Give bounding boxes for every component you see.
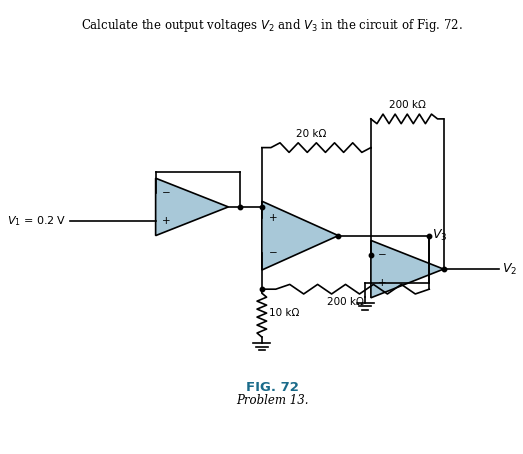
Text: −: − (162, 188, 171, 197)
Text: FIG. 72: FIG. 72 (246, 381, 299, 395)
Text: +: + (162, 216, 171, 226)
Text: +: + (268, 213, 277, 223)
Text: Problem 13.: Problem 13. (236, 394, 309, 407)
Text: 20 kΩ: 20 kΩ (297, 129, 327, 139)
Text: −: − (378, 250, 386, 260)
Polygon shape (156, 178, 229, 236)
Text: $V_3$: $V_3$ (432, 228, 448, 243)
Text: +: + (378, 278, 386, 288)
Text: Calculate the output voltages $V_2$ and $V_3$ in the circuit of Fig. 72.: Calculate the output voltages $V_2$ and … (82, 16, 463, 34)
Text: 200 kΩ: 200 kΩ (327, 297, 364, 307)
Polygon shape (371, 241, 444, 298)
Polygon shape (262, 201, 338, 270)
Text: 200 kΩ: 200 kΩ (389, 100, 426, 110)
Text: 10 kΩ: 10 kΩ (269, 308, 300, 318)
Text: −: − (268, 248, 277, 258)
Text: $V_1$ = 0.2 V: $V_1$ = 0.2 V (7, 214, 66, 228)
Text: $V_2$: $V_2$ (502, 262, 517, 276)
